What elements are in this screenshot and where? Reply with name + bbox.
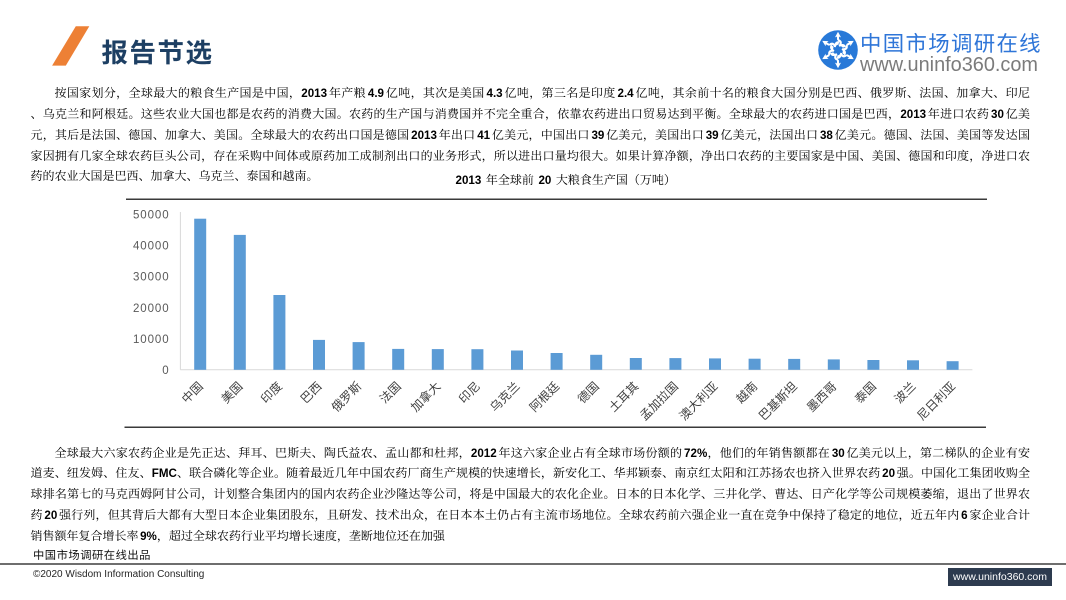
svg-text:加拿大: 加拿大 (407, 378, 444, 415)
svg-text:40000: 40000 (133, 241, 169, 253)
svg-text:阿根廷: 阿根廷 (525, 378, 562, 415)
svg-text:孟加拉国: 孟加拉国 (636, 378, 682, 424)
svg-text:墨西哥: 墨西哥 (803, 378, 840, 415)
svg-text:越南: 越南 (732, 378, 761, 407)
svg-text:0: 0 (162, 365, 169, 377)
svg-text:10000: 10000 (133, 334, 169, 346)
svg-text:澳大利亚: 澳大利亚 (675, 378, 721, 424)
svg-text:法国: 法国 (376, 378, 405, 407)
svg-text:波兰: 波兰 (890, 378, 919, 407)
svg-text:30000: 30000 (133, 272, 169, 284)
svg-text:50000: 50000 (133, 209, 169, 221)
svg-text:泰国: 泰国 (851, 378, 880, 407)
svg-text:巴西: 巴西 (296, 378, 325, 407)
svg-text:20000: 20000 (133, 303, 169, 315)
svg-text:印度: 印度 (257, 378, 286, 407)
svg-text:德国: 德国 (574, 378, 603, 407)
svg-text:中国: 中国 (178, 378, 207, 407)
svg-text:印尼: 印尼 (455, 378, 484, 407)
svg-text:巴基斯坦: 巴基斯坦 (755, 378, 801, 424)
svg-text:乌克兰: 乌克兰 (486, 378, 523, 415)
svg-text:美国: 美国 (217, 378, 246, 407)
svg-text:俄罗斯: 俄罗斯 (327, 378, 364, 415)
svg-text:尼日利亚: 尼日利亚 (913, 378, 959, 424)
